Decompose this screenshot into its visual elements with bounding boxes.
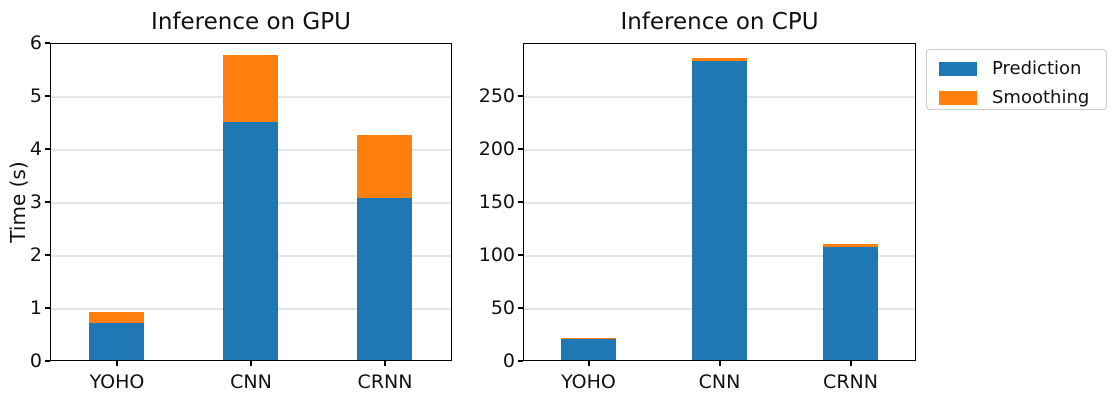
- y-tick-mark: [518, 148, 523, 150]
- plot-area: [50, 43, 452, 361]
- y-tick-mark: [45, 254, 50, 256]
- bar-smoothing: [357, 134, 412, 199]
- x-tick-label: CRNN: [357, 371, 413, 393]
- bar-smoothing: [223, 55, 278, 122]
- y-tick-label: 6: [29, 32, 42, 54]
- legend: Prediction Smoothing: [926, 49, 1107, 110]
- gpu-chart-title: Inference on GPU: [151, 9, 351, 35]
- legend-item-smoothing: Smoothing: [939, 88, 1094, 108]
- bar-smoothing: [560, 338, 616, 339]
- x-tick-label: CNN: [230, 371, 272, 393]
- prediction-swatch-icon: [939, 62, 977, 76]
- bar-smoothing: [822, 243, 878, 247]
- x-tick-mark: [116, 361, 118, 366]
- y-tick-mark: [45, 360, 50, 362]
- y-tick-label: 0: [502, 350, 515, 372]
- x-tick-label: CNN: [698, 371, 741, 393]
- bar-prediction: [223, 121, 278, 360]
- bar-prediction: [691, 61, 747, 360]
- y-tick-mark: [518, 254, 523, 256]
- x-tick-mark: [384, 361, 386, 366]
- y-tick-label: 100: [478, 244, 515, 266]
- y-tick-mark: [518, 307, 523, 309]
- y-tick-mark: [45, 95, 50, 97]
- bar-prediction: [822, 246, 878, 360]
- y-tick-label: 4: [29, 138, 42, 160]
- bar-prediction: [89, 322, 144, 360]
- y-tick-label: 0: [29, 350, 42, 372]
- y-tick-mark: [518, 201, 523, 203]
- cpu-chart-title: Inference on CPU: [620, 9, 819, 35]
- y-tick-label: 3: [29, 191, 42, 213]
- y-tick-label: 200: [478, 138, 515, 160]
- bar-prediction: [560, 338, 616, 360]
- y-tick-label: 5: [29, 85, 42, 107]
- x-tick-label: YOHO: [561, 371, 616, 393]
- y-tick-label: 1: [29, 297, 42, 319]
- x-tick-mark: [849, 361, 852, 366]
- x-tick-label: CRNN: [823, 371, 878, 393]
- x-tick-mark: [587, 361, 590, 366]
- x-tick-label: YOHO: [89, 371, 145, 393]
- plot-area: [523, 43, 916, 361]
- y-tick-mark: [45, 148, 50, 150]
- y-tick-mark: [45, 307, 50, 309]
- y-tick-mark: [518, 95, 523, 97]
- bar-smoothing: [89, 312, 144, 323]
- y-tick-mark: [45, 42, 50, 44]
- y-tick-label: 2: [29, 244, 42, 266]
- legend-item-prediction: Prediction: [939, 59, 1094, 79]
- x-tick-mark: [250, 361, 252, 366]
- y-tick-label: 250: [478, 85, 515, 107]
- y-tick-mark: [518, 360, 523, 362]
- bar-prediction: [357, 198, 412, 360]
- smoothing-swatch-icon: [939, 91, 977, 105]
- legend-label: Smoothing: [992, 87, 1090, 108]
- y-tick-label: 150: [478, 191, 515, 213]
- x-tick-mark: [718, 361, 721, 366]
- legend-label: Prediction: [992, 58, 1082, 79]
- y-tick-mark: [45, 201, 50, 203]
- y-tick-label: 50: [490, 297, 515, 319]
- bar-smoothing: [691, 58, 747, 62]
